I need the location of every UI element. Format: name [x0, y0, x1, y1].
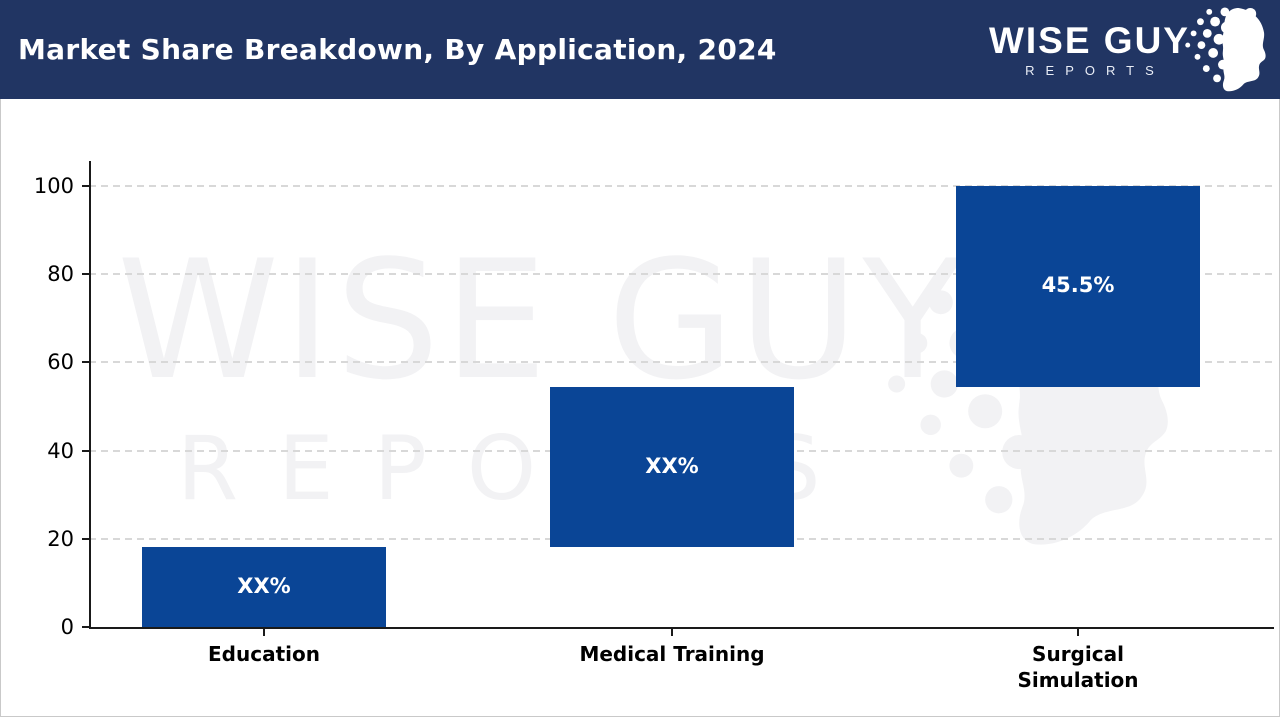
bar-value-label: 45.5%: [1041, 273, 1115, 298]
y-axis-line: [89, 161, 91, 629]
logo-subtitle: REPORTS: [1025, 62, 1165, 78]
x-category-label: Surgical Simulation: [963, 641, 1193, 693]
y-tick-mark: [82, 449, 89, 452]
y-tick-label: 100: [33, 174, 74, 198]
gridline: [89, 273, 1274, 276]
wiseguy-logo: WISE GUY REPORTS: [989, 6, 1266, 94]
chart-area: WISE GUY REPORTS 0 20 40 60 80 100 XX% Educatio…: [0, 99, 1280, 717]
y-tick-mark: [82, 361, 89, 364]
bar-value-label: XX%: [237, 573, 291, 598]
x-category-label-line: Simulation: [1017, 668, 1139, 692]
x-category-label-line: Surgical: [1032, 642, 1124, 666]
x-axis-line: [89, 627, 1274, 629]
chart-title: Market Share Breakdown, By Application, …: [18, 33, 777, 66]
bar: [956, 186, 1200, 387]
y-tick-mark: [82, 537, 89, 540]
bar-value-label: XX%: [645, 453, 699, 478]
logo-head-icon: [1185, 6, 1266, 91]
x-tick-mark: [263, 629, 265, 636]
y-tick-label: 40: [47, 438, 74, 463]
x-category-label-line: Medical Training: [579, 642, 765, 666]
y-tick-label: 0: [60, 615, 74, 639]
x-tick-mark: [1077, 629, 1079, 636]
logo-text: WISE GUY REPORTS: [989, 22, 1190, 78]
y-tick-mark: [82, 273, 89, 276]
watermark-wordmark: WISE GUY: [117, 225, 967, 416]
x-category-label: Medical Training: [557, 641, 787, 667]
bar: [550, 386, 794, 547]
header: Market Share Breakdown, By Application, …: [0, 0, 1280, 99]
logo-wordmark: WISE GUY: [988, 19, 1190, 61]
gridline: [89, 185, 1274, 187]
y-tick-mark: [82, 626, 89, 628]
y-tick-label: 60: [47, 350, 74, 375]
x-category-label-line: Education: [208, 642, 320, 666]
plot-layer: 0 20 40 60 80 100 XX% Education XX% Medical Train…: [1, 99, 1279, 716]
y-tick-label: 80: [47, 262, 74, 287]
gridline: [89, 361, 1274, 364]
x-tick-mark: [671, 629, 673, 636]
y-tick-label: 20: [47, 526, 74, 551]
x-category-label: Education: [149, 641, 379, 667]
bar: [142, 546, 386, 627]
y-tick-mark: [82, 185, 89, 187]
